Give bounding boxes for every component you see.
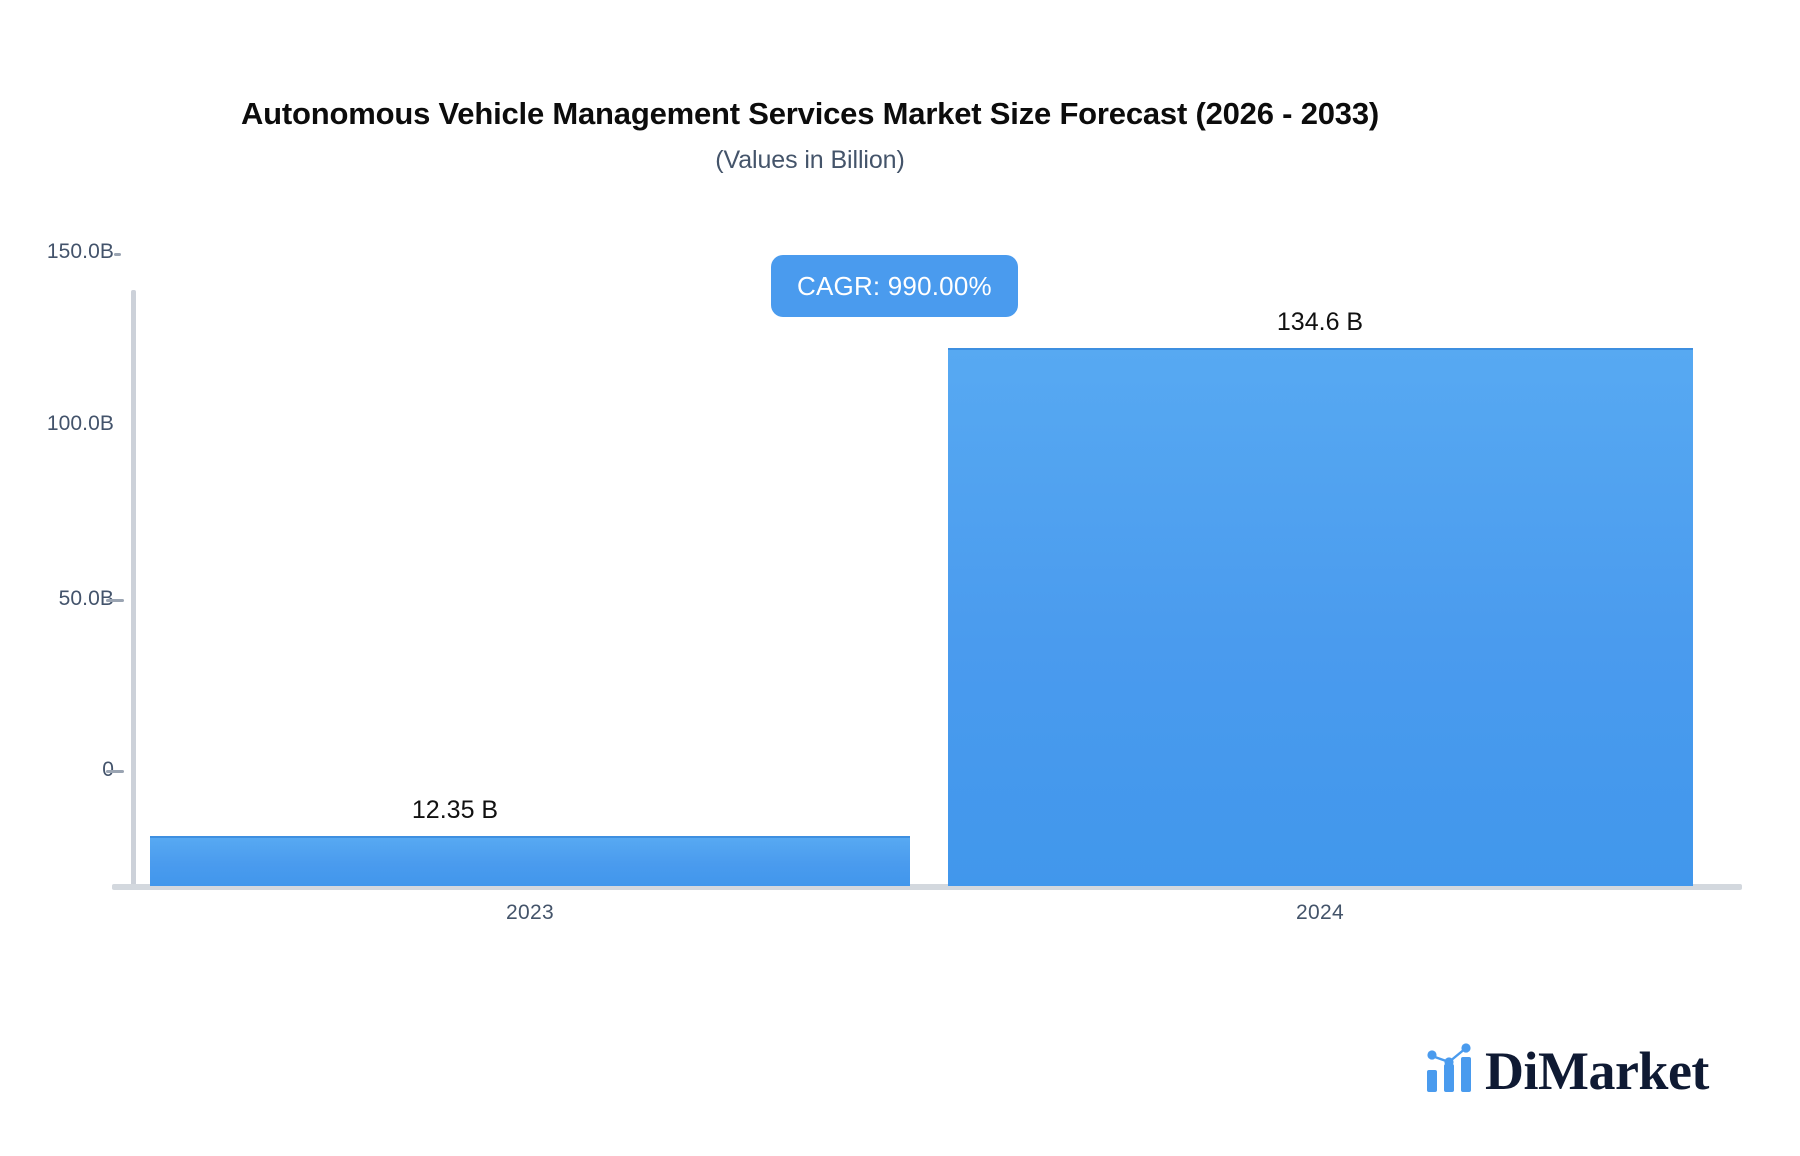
y-tick-label-50: 50.0B (58, 587, 114, 610)
bar-value-label-2023: 12.35 B (411, 796, 499, 824)
x-tick-label-2024: 2024 (1296, 901, 1344, 924)
chart-title: Autonomous Vehicle Management Services M… (240, 96, 1380, 131)
bar-value-label-2024: 134.6 B (1276, 308, 1364, 336)
brand-logo: DiMarket (1425, 1042, 1709, 1099)
x-tick-label-2023: 2023 (506, 901, 554, 924)
chart-subtitle: (Values in Billion) (715, 146, 905, 174)
bar-chart-icon (1425, 1042, 1475, 1099)
y-tick-label-100: 100.0B (46, 412, 114, 435)
brand-name: DiMarket (1485, 1040, 1709, 1101)
cagr-badge: CAGR: 990.00% (771, 255, 1018, 317)
y-axis-line (131, 290, 136, 888)
y-tick-mark-0 (106, 770, 124, 773)
bar-2024[interactable] (948, 348, 1693, 886)
x-axis-baseline (112, 884, 1742, 890)
y-tick-mark-50 (106, 599, 124, 602)
y-tick-mark-150 (114, 253, 121, 256)
bar-2023[interactable] (150, 836, 910, 886)
y-tick-label-150: 150.0B (46, 240, 114, 263)
y-tick-label-0: 0 (10, 758, 114, 782)
